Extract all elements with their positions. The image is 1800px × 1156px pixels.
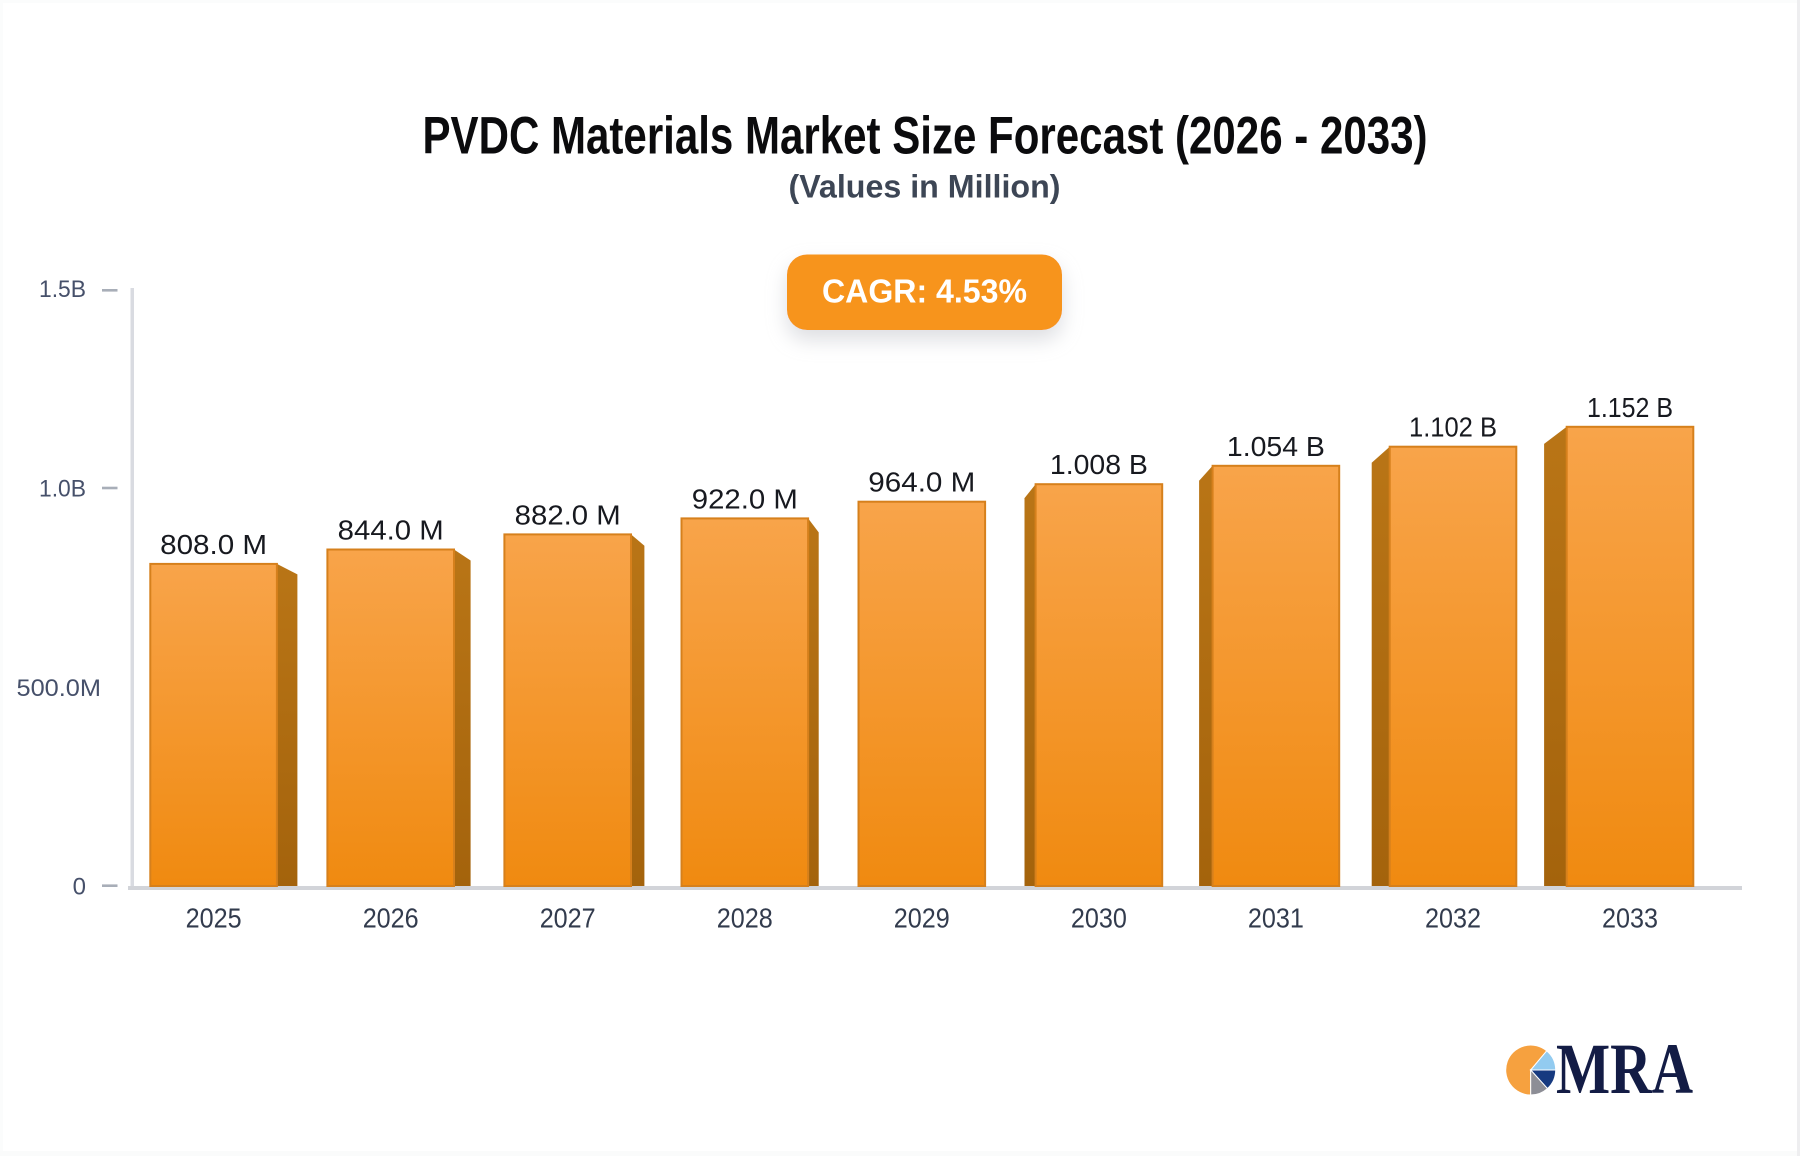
svg-text:2029: 2029 [894,903,950,934]
svg-text:1.102 B: 1.102 B [1409,412,1497,443]
svg-text:2026: 2026 [363,903,419,934]
svg-text:882.0 M: 882.0 M [515,499,621,530]
svg-text:0: 0 [73,874,86,901]
svg-text:2032: 2032 [1425,903,1481,934]
svg-text:2027: 2027 [540,903,596,934]
svg-text:1.152 B: 1.152 B [1587,392,1673,423]
svg-text:2028: 2028 [717,903,773,934]
svg-text:844.0 M: 844.0 M [338,515,444,546]
svg-text:808.0 M: 808.0 M [160,529,267,560]
svg-text:2025: 2025 [186,903,242,934]
svg-text:2033: 2033 [1602,903,1658,934]
svg-text:2030: 2030 [1071,903,1127,934]
svg-text:922.0 M: 922.0 M [692,483,798,514]
svg-text:MRA: MRA [1556,1029,1693,1109]
svg-text:500.0M: 500.0M [17,675,102,702]
svg-text:PVDC Materials Market Size For: PVDC Materials Market Size Forecast (202… [423,106,1428,165]
svg-text:1.008 B: 1.008 B [1050,449,1148,480]
svg-text:1.0B: 1.0B [39,476,86,503]
svg-text:(Values in Million): (Values in Million) [789,169,1061,205]
svg-text:1.5B: 1.5B [39,276,86,303]
svg-text:964.0 M: 964.0 M [868,466,975,497]
svg-text:2031: 2031 [1248,903,1304,934]
svg-text:CAGR: 4.53%: CAGR: 4.53% [822,273,1027,310]
svg-text:1.054 B: 1.054 B [1227,431,1325,462]
